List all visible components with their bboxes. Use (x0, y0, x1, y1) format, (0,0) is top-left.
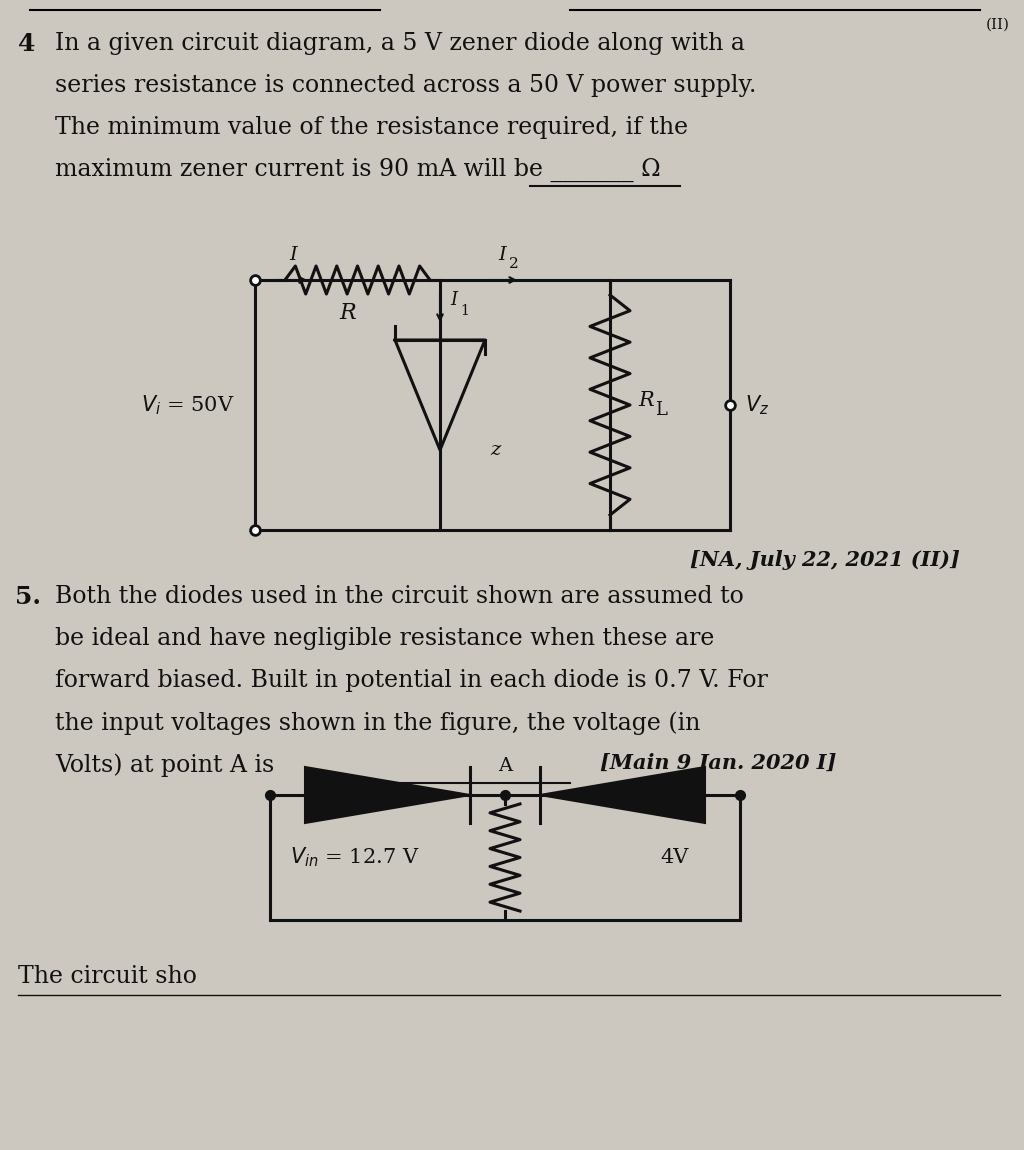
Text: the input voltages shown in the figure, the voltage (in: the input voltages shown in the figure, … (55, 711, 700, 735)
Text: z: z (490, 440, 501, 459)
Text: 5.: 5. (15, 585, 41, 610)
Text: forward biased. Built in potential in each diode is 0.7 V. For: forward biased. Built in potential in ea… (55, 669, 768, 692)
Text: Volts) at point A is: Volts) at point A is (55, 753, 274, 776)
Text: R: R (339, 302, 356, 324)
Text: 4V: 4V (660, 848, 688, 867)
Text: maximum zener current is 90 mA will be _______ Ω: maximum zener current is 90 mA will be _… (55, 158, 660, 182)
Text: $V_{in}$ = 12.7 V: $V_{in}$ = 12.7 V (290, 845, 420, 869)
Text: 4: 4 (18, 32, 36, 56)
Text: I: I (498, 246, 506, 264)
Text: [NA, July 22, 2021 (II)]: [NA, July 22, 2021 (II)] (690, 550, 961, 570)
Text: I: I (289, 246, 297, 264)
Text: In a given circuit diagram, a 5 V zener diode along with a: In a given circuit diagram, a 5 V zener … (55, 32, 744, 55)
Text: R: R (638, 391, 653, 409)
Text: L: L (655, 401, 667, 419)
Text: The minimum value of the resistance required, if the: The minimum value of the resistance requ… (55, 116, 688, 139)
Text: A: A (498, 757, 512, 775)
Text: series resistance is connected across a 50 V power supply.: series resistance is connected across a … (55, 74, 757, 97)
Text: $V_i$ = 50V: $V_i$ = 50V (141, 393, 234, 416)
Text: 1: 1 (460, 304, 469, 319)
Text: (II): (II) (986, 18, 1010, 32)
Text: be ideal and have negligible resistance when these are: be ideal and have negligible resistance … (55, 627, 715, 650)
Polygon shape (540, 767, 705, 823)
Polygon shape (305, 767, 470, 823)
Text: $V_z$: $V_z$ (745, 393, 769, 416)
Text: Both the diodes used in the circuit shown are assumed to: Both the diodes used in the circuit show… (55, 585, 743, 608)
Text: [Main 9 Jan. 2020 I]: [Main 9 Jan. 2020 I] (600, 753, 837, 773)
Text: 2: 2 (509, 256, 519, 271)
Text: The circuit sho: The circuit sho (18, 965, 197, 988)
Text: I: I (450, 291, 457, 309)
